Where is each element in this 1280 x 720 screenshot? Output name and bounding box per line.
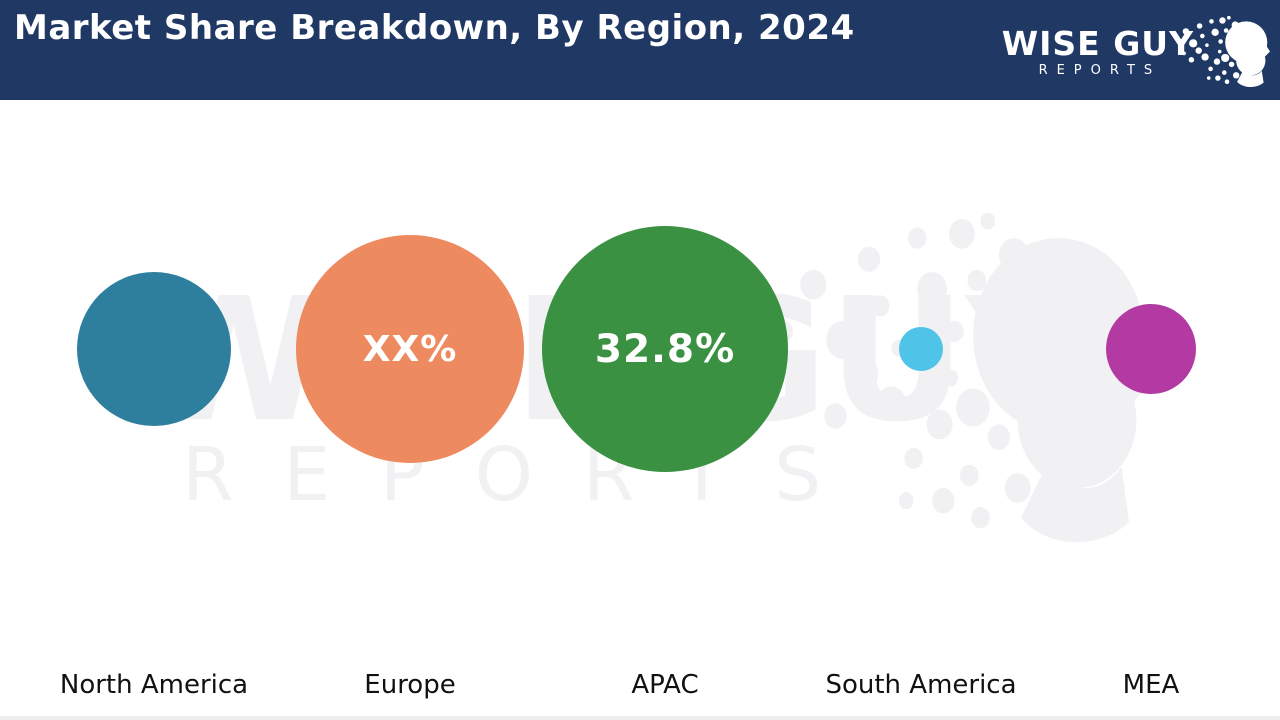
bottom-edge-line — [0, 716, 1280, 720]
bubble-europe: XX% — [296, 235, 524, 463]
logo-subword: REPORTS — [1038, 63, 1162, 78]
bubble-value-label: XX% — [362, 328, 458, 370]
page-title: Market Share Breakdown, By Region, 2024 — [14, 8, 855, 48]
bubble-north-america — [77, 272, 231, 426]
category-label-mea: MEA — [1122, 670, 1180, 700]
logo-text: WISE GUY REPORTS — [1001, 24, 1194, 79]
category-label-south-america: South America — [825, 670, 1017, 700]
category-label-north-america: North America — [59, 670, 249, 700]
category-label-europe: Europe — [364, 670, 456, 700]
wise-guy-reports-logo: WISE GUY REPORTS — [1002, 12, 1270, 92]
bubble-mea — [1106, 304, 1196, 394]
category-label-apac: APAC — [631, 670, 699, 700]
logo-wordmark: WISE GUY — [1001, 24, 1194, 63]
header-bar: Market Share Breakdown, By Region, 2024 … — [0, 0, 1280, 100]
bubble-value-label: 32.8% — [594, 326, 736, 372]
bubble-south-america — [899, 327, 943, 371]
bubble-apac: 32.8% — [542, 226, 788, 472]
